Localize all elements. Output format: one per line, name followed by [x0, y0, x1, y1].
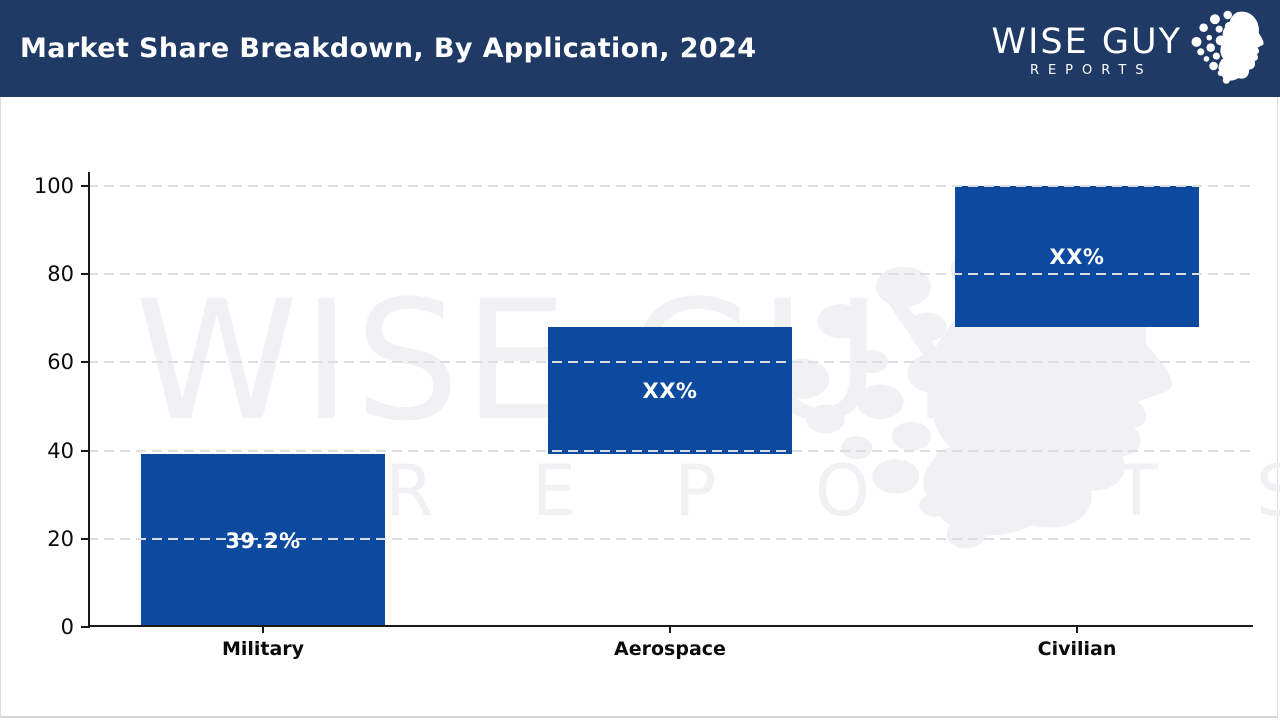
y-tick-mark	[81, 449, 88, 452]
y-tick-label: 80	[47, 262, 74, 287]
page-title: Market Share Breakdown, By Application, …	[20, 33, 757, 64]
y-tick-label: 40	[47, 438, 74, 463]
y-tick-mark	[81, 361, 88, 364]
x-tick-mark	[669, 627, 671, 633]
wise-guy-logo: WISE GUY REPORTS	[991, 4, 1266, 94]
y-axis-line	[88, 172, 90, 628]
bar-label-aerospace: XX%	[642, 378, 698, 403]
y-tick-mark	[81, 626, 88, 628]
y-tick-mark	[81, 537, 88, 540]
bar-label-military: 39.2%	[225, 528, 301, 553]
y-tick-mark	[81, 185, 88, 187]
gridline-20	[88, 537, 1253, 540]
x-tick-mark	[262, 627, 264, 633]
x-axis-category-label: Civilian	[1037, 638, 1117, 660]
x-axis-category-label: Aerospace	[614, 638, 726, 660]
bar-aerospace	[548, 327, 792, 455]
logo-wordmark: WISE GUY	[991, 22, 1182, 63]
logo-text: WISE GUY REPORTS	[991, 24, 1182, 78]
x-axis-category-label: Military	[221, 638, 305, 660]
x-axis-line	[88, 625, 1253, 627]
y-tick-label: 0	[60, 615, 74, 639]
gridline-40	[88, 449, 1253, 452]
y-tick-label: 100	[33, 174, 74, 198]
y-tick-label: 20	[47, 526, 74, 551]
gridline-100	[88, 185, 1253, 187]
header-band: Market Share Breakdown, By Application, …	[0, 0, 1280, 97]
gridline-60	[88, 361, 1253, 364]
x-tick-mark	[1076, 627, 1078, 633]
watermark-subtitle: R E P O R T S	[385, 450, 1280, 532]
y-tick-mark	[81, 273, 88, 276]
bar-military	[141, 454, 385, 627]
bar-label-civilian: XX%	[1049, 244, 1105, 269]
logo-subtitle: REPORTS	[1029, 62, 1153, 78]
y-tick-label: 60	[47, 350, 74, 375]
bar-civilian	[955, 186, 1199, 328]
dotted-head-logo-icon	[1188, 6, 1266, 92]
gridline-80	[88, 273, 1253, 276]
